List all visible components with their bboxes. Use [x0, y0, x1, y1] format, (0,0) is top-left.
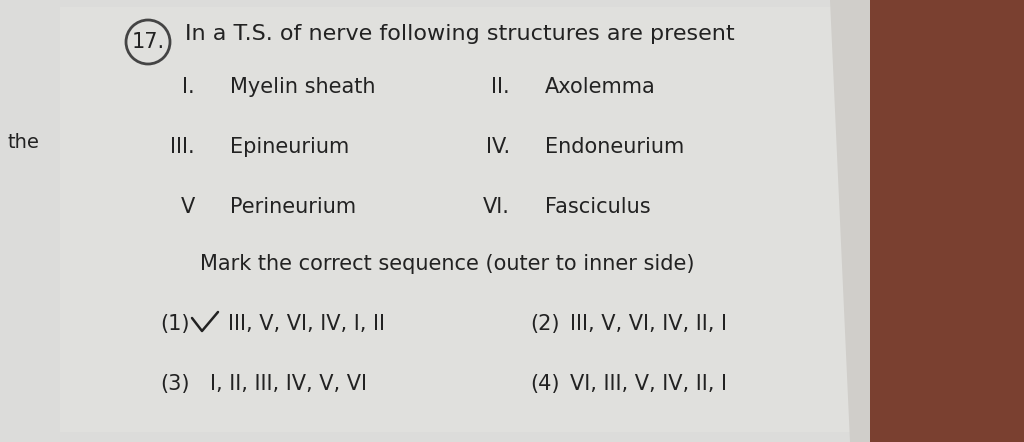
- Text: III, V, VI, IV, I, II: III, V, VI, IV, I, II: [228, 314, 385, 334]
- Text: I.: I.: [182, 77, 195, 97]
- Text: (2): (2): [530, 314, 559, 334]
- Text: Endoneurium: Endoneurium: [545, 137, 684, 157]
- Text: V: V: [181, 197, 195, 217]
- Bar: [60, 7, 860, 432]
- Text: IV.: IV.: [485, 137, 510, 157]
- Text: Axolemma: Axolemma: [545, 77, 655, 97]
- Text: Fasciculus: Fasciculus: [545, 197, 650, 217]
- Text: Myelin sheath: Myelin sheath: [230, 77, 376, 97]
- Text: (3): (3): [160, 374, 189, 394]
- Text: 17.: 17.: [131, 32, 165, 52]
- Bar: [0, 0, 870, 442]
- Polygon shape: [870, 0, 1024, 442]
- Text: (4): (4): [530, 374, 559, 394]
- Text: II.: II.: [492, 77, 510, 97]
- Text: VI.: VI.: [483, 197, 510, 217]
- Text: III, V, VI, IV, II, I: III, V, VI, IV, II, I: [570, 314, 727, 334]
- Text: I, II, III, IV, V, VI: I, II, III, IV, V, VI: [210, 374, 367, 394]
- Text: In a T.S. of nerve following structures are present: In a T.S. of nerve following structures …: [185, 24, 734, 44]
- Text: (1): (1): [160, 314, 189, 334]
- Polygon shape: [830, 0, 870, 442]
- Text: III.: III.: [170, 137, 195, 157]
- Text: Epineurium: Epineurium: [230, 137, 349, 157]
- Text: Mark the correct sequence (outer to inner side): Mark the correct sequence (outer to inne…: [200, 254, 694, 274]
- Text: Perineurium: Perineurium: [230, 197, 356, 217]
- Text: VI, III, V, IV, II, I: VI, III, V, IV, II, I: [570, 374, 727, 394]
- Text: the: the: [8, 133, 40, 152]
